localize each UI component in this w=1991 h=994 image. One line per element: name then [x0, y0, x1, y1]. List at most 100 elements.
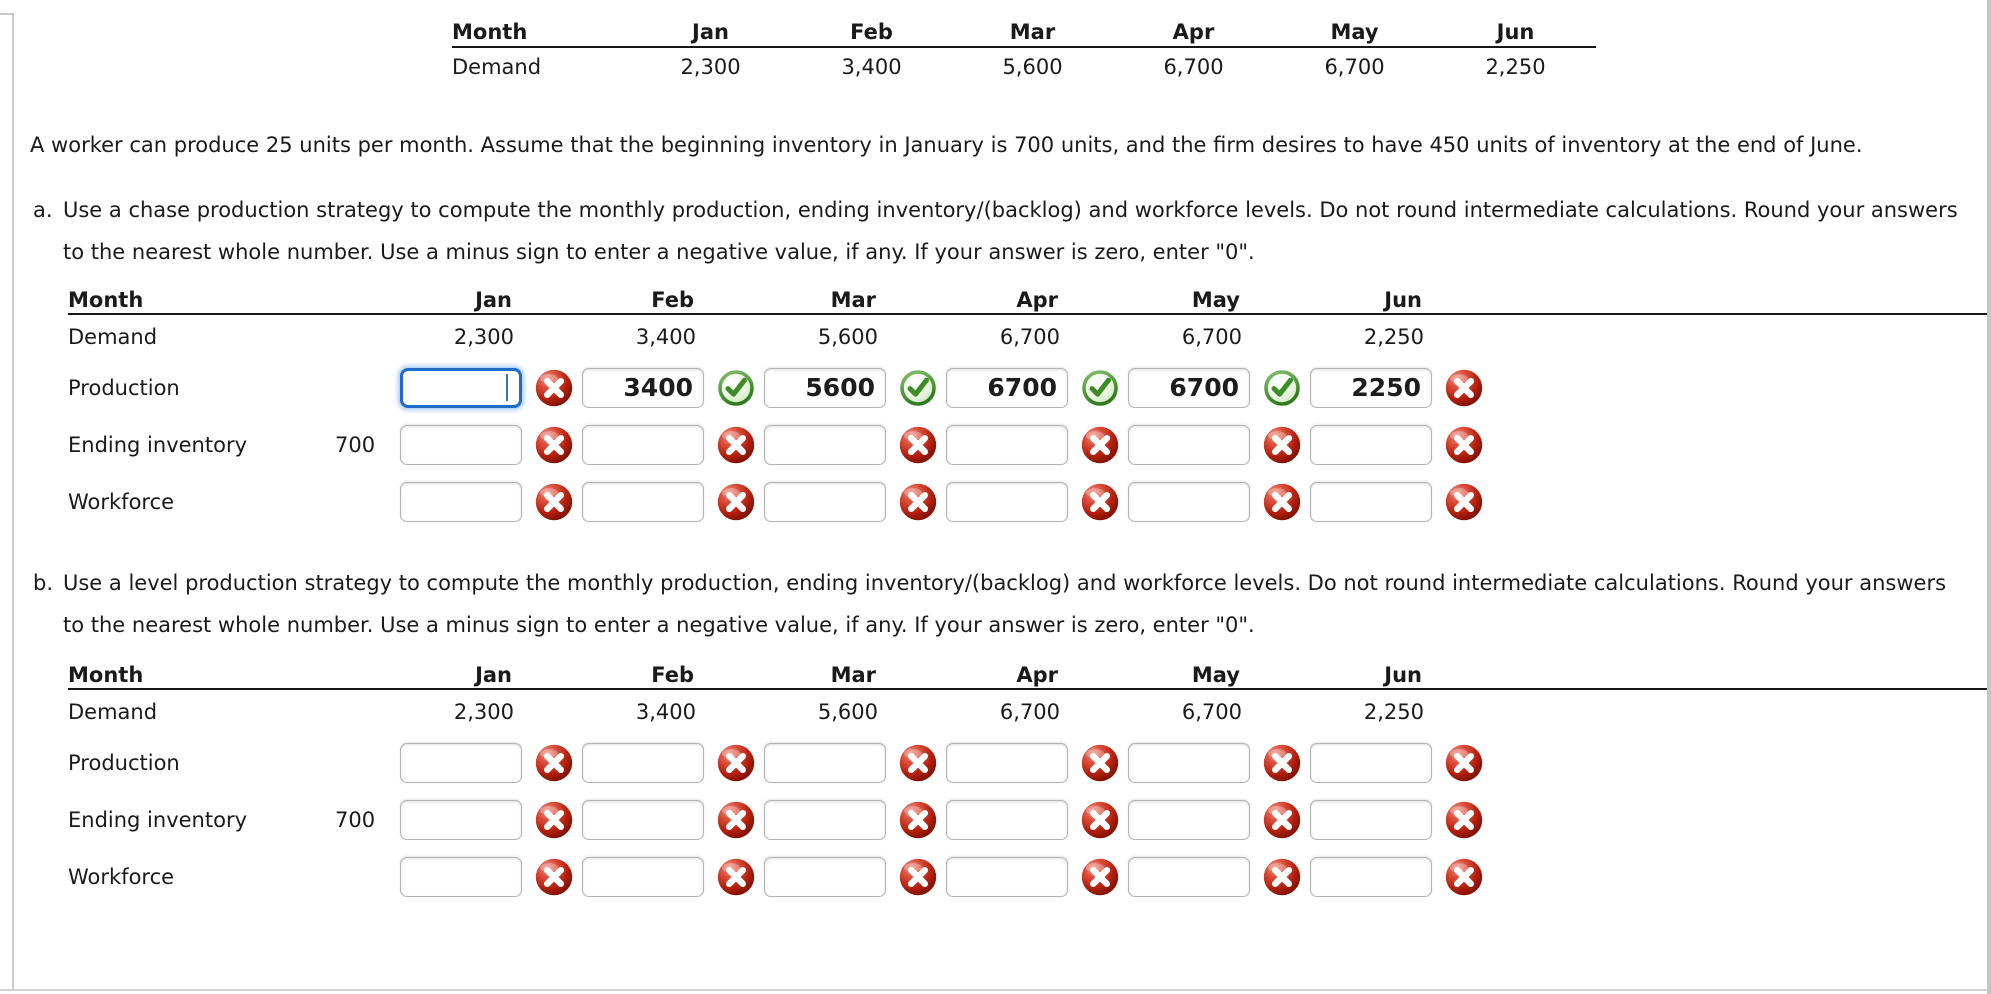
table-a-demand-feb: 3,400 — [635, 325, 696, 349]
input-a-workforce-jun[interactable] — [1310, 481, 1432, 522]
input-a-production-may[interactable] — [1128, 367, 1250, 408]
table-a-col-month: Month — [68, 288, 144, 312]
input-b-workforce-apr[interactable] — [946, 856, 1068, 897]
x-icon — [1081, 483, 1119, 521]
input-b-ending-mar[interactable] — [764, 799, 886, 840]
x-icon — [1445, 801, 1483, 839]
summary-demand-mar: 5,600 — [1002, 55, 1063, 79]
input-b-production-mar[interactable] — [764, 742, 886, 783]
status-a-workforce-mar — [899, 483, 937, 521]
input-a-production-feb[interactable] — [582, 367, 704, 408]
input-a-ending-may[interactable] — [1128, 424, 1250, 465]
input-a-ending-feb[interactable] — [582, 424, 704, 465]
x-icon — [1445, 426, 1483, 464]
x-icon — [1263, 426, 1301, 464]
status-a-ending-apr — [1081, 426, 1119, 464]
table-a-month-jan: Jan — [475, 288, 512, 312]
input-a-workforce-mar[interactable] — [764, 481, 886, 522]
input-b-workforce-feb[interactable] — [582, 856, 704, 897]
input-b-production-feb[interactable] — [582, 742, 704, 783]
x-icon — [717, 858, 755, 896]
table-a-month-feb: Feb — [651, 288, 694, 312]
input-a-production-apr[interactable] — [946, 367, 1068, 408]
scrollbar-track[interactable] — [1987, 0, 1991, 994]
table-b-demand-jan: 2,300 — [453, 700, 514, 724]
status-b-production-feb — [717, 744, 755, 782]
input-a-ending-apr[interactable] — [946, 424, 1068, 465]
input-b-ending-feb[interactable] — [582, 799, 704, 840]
input-a-workforce-jan[interactable] — [400, 481, 522, 522]
summary-month-jun: Jun — [1496, 20, 1535, 44]
x-icon — [1081, 801, 1119, 839]
input-a-production-mar[interactable] — [764, 367, 886, 408]
input-a-workforce-may[interactable] — [1128, 481, 1250, 522]
input-b-ending-jan[interactable] — [400, 799, 522, 840]
input-a-ending-jan[interactable] — [400, 424, 522, 465]
x-icon — [535, 483, 573, 521]
input-b-ending-jun[interactable] — [1310, 799, 1432, 840]
input-a-production-jun[interactable] — [1310, 367, 1432, 408]
input-a-ending-jun[interactable] — [1310, 424, 1432, 465]
summary-demand-jun: 2,250 — [1485, 55, 1546, 79]
check-icon — [1263, 369, 1301, 407]
input-b-production-may[interactable] — [1128, 742, 1250, 783]
x-icon — [1263, 744, 1301, 782]
table-b-month-jun: Jun — [1384, 663, 1422, 687]
input-a-production-jan[interactable] — [400, 367, 522, 408]
input-b-workforce-mar[interactable] — [764, 856, 886, 897]
status-b-ending-apr — [1081, 801, 1119, 839]
input-b-workforce-jan[interactable] — [400, 856, 522, 897]
input-b-production-jan[interactable] — [400, 742, 522, 783]
table-a-demand-mar: 5,600 — [817, 325, 878, 349]
table-a-row-label-production: Production — [68, 375, 180, 400]
status-b-ending-feb — [717, 801, 755, 839]
table-a-production-row: Production — [68, 359, 1991, 416]
status-b-ending-jan — [535, 801, 573, 839]
table-a-demand-may: 6,700 — [1181, 325, 1242, 349]
input-b-workforce-may[interactable] — [1128, 856, 1250, 897]
status-a-workforce-jan — [535, 483, 573, 521]
summary-demand-row: Demand 2,300 3,400 5,600 6,700 6,700 2,2… — [452, 48, 1596, 86]
table-b-demand-mar: 5,600 — [817, 700, 878, 724]
x-icon — [1445, 369, 1483, 407]
x-icon — [899, 858, 937, 896]
table-a-ending-inventory-row: Ending inventory 700 — [68, 416, 1991, 473]
x-icon — [717, 744, 755, 782]
table-b-demand-row: Demand 2,300 3,400 5,600 6,700 6,700 2,2… — [68, 690, 1991, 734]
input-b-production-jun[interactable] — [1310, 742, 1432, 783]
x-icon — [1445, 858, 1483, 896]
table-b-month-apr: Apr — [1016, 663, 1058, 687]
summary-month-mar: Mar — [1009, 20, 1056, 44]
summary-demand-jan: 2,300 — [680, 55, 741, 79]
part-a-prompt: a. Use a chase production strategy to co… — [33, 189, 1991, 273]
table-b-row-label-production: Production — [68, 750, 180, 775]
input-b-workforce-jun[interactable] — [1310, 856, 1432, 897]
part-b-prompt: b. Use a level production strategy to co… — [33, 562, 1991, 646]
input-b-ending-may[interactable] — [1128, 799, 1250, 840]
focused-input-wrap — [400, 367, 522, 408]
status-b-production-mar — [899, 744, 937, 782]
input-a-ending-mar[interactable] — [764, 424, 886, 465]
x-icon — [1263, 858, 1301, 896]
table-a-demand-row: Demand 2,300 3,400 5,600 6,700 6,700 2,2… — [68, 315, 1991, 359]
answer-table-b: Month Jan Feb Mar Apr May Jun Demand 2,3… — [68, 662, 1991, 905]
summary-month-may: May — [1330, 20, 1379, 44]
input-b-production-apr[interactable] — [946, 742, 1068, 783]
status-a-ending-may — [1263, 426, 1301, 464]
status-b-ending-mar — [899, 801, 937, 839]
summary-month-jan: Jan — [692, 20, 729, 44]
status-a-workforce-jun — [1445, 483, 1483, 521]
status-b-workforce-jan — [535, 858, 573, 896]
input-a-workforce-feb[interactable] — [582, 481, 704, 522]
summary-col-month: Month — [452, 20, 528, 44]
input-b-ending-apr[interactable] — [946, 799, 1068, 840]
status-a-ending-jun — [1445, 426, 1483, 464]
table-b-ending-inventory-row: Ending inventory 700 — [68, 791, 1991, 848]
status-a-production-jun — [1445, 369, 1483, 407]
status-b-production-apr — [1081, 744, 1119, 782]
status-b-ending-jun — [1445, 801, 1483, 839]
input-a-workforce-apr[interactable] — [946, 481, 1068, 522]
status-a-workforce-feb — [717, 483, 755, 521]
x-icon — [899, 801, 937, 839]
table-a-header-row: Month Jan Feb Mar Apr May Jun — [68, 287, 1991, 315]
